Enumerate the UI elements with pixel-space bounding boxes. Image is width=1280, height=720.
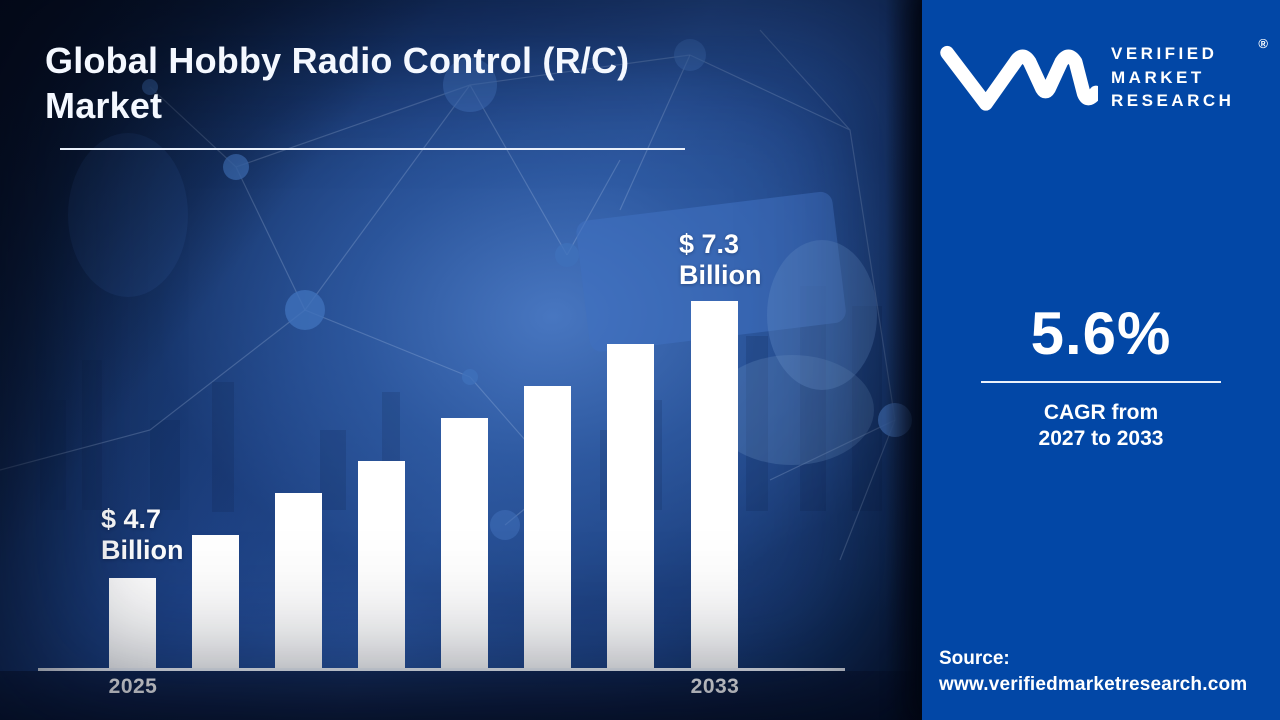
bar-0 bbox=[109, 578, 156, 670]
x-tick-2025: 2025 bbox=[108, 675, 158, 698]
last-bar-unit: Billion bbox=[679, 260, 762, 290]
cagr-divider bbox=[981, 381, 1221, 383]
cagr-block: 5.6% CAGR from 2027 to 2033 bbox=[922, 299, 1280, 452]
cagr-caption-line2: 2027 to 2033 bbox=[1038, 427, 1164, 450]
x-axis-line bbox=[38, 668, 845, 671]
first-bar-amount: $ 4.7 bbox=[101, 504, 162, 534]
registered-trademark-icon: ® bbox=[1258, 36, 1268, 51]
first-bar-unit: Billion bbox=[101, 535, 184, 565]
cagr-caption: CAGR from 2027 to 2033 bbox=[922, 400, 1280, 452]
vmr-monogram-icon bbox=[940, 45, 1098, 111]
hands-photo-blob bbox=[68, 133, 877, 465]
cagr-caption-line1: CAGR from bbox=[1043, 401, 1159, 424]
bar-5 bbox=[524, 386, 571, 670]
network-nodes bbox=[142, 39, 912, 540]
bar-6 bbox=[607, 344, 654, 670]
page-title-line1: Global Hobby Radio Control (R/C) bbox=[45, 40, 630, 81]
brand-logo: VERIFIED MARKET RESEARCH bbox=[940, 40, 1234, 113]
page-title-line2: Market bbox=[45, 85, 163, 126]
cagr-value: 5.6% bbox=[1030, 300, 1172, 367]
source-label: Source: bbox=[939, 648, 1010, 669]
bar-2 bbox=[275, 493, 322, 670]
source-url-link[interactable]: www.verifiedmarketresearch.com bbox=[939, 674, 1248, 695]
first-bar-value-callout: $ 4.7 Billion bbox=[101, 504, 184, 566]
bar-4 bbox=[441, 418, 488, 670]
brand-name-line3: RESEARCH bbox=[1111, 91, 1235, 110]
chart-panel: Global Hobby Radio Control (R/C) Market … bbox=[0, 0, 922, 720]
brand-name-line2: MARKET bbox=[1111, 67, 1205, 87]
chart-baseline-shade bbox=[0, 671, 922, 720]
bar-7 bbox=[691, 301, 738, 670]
title-underline bbox=[60, 148, 685, 150]
tablet-graphic bbox=[576, 191, 846, 352]
brand-name-line1: VERIFIED bbox=[1111, 44, 1218, 63]
bar-series bbox=[109, 301, 738, 670]
page-title: Global Hobby Radio Control (R/C) Market bbox=[45, 38, 629, 128]
brand-panel: VERIFIED MARKET RESEARCH ® 5.6% CAGR fro… bbox=[922, 0, 1280, 720]
last-bar-value-callout: $ 7.3 Billion bbox=[679, 229, 762, 291]
bar-1 bbox=[192, 535, 239, 670]
x-tick-2033: 2033 bbox=[690, 675, 740, 698]
brand-name: VERIFIED MARKET RESEARCH bbox=[1111, 42, 1234, 113]
source-block: Source: www.verifiedmarketresearch.com bbox=[939, 646, 1247, 698]
bar-3 bbox=[358, 461, 405, 670]
last-bar-amount: $ 7.3 bbox=[679, 229, 740, 259]
